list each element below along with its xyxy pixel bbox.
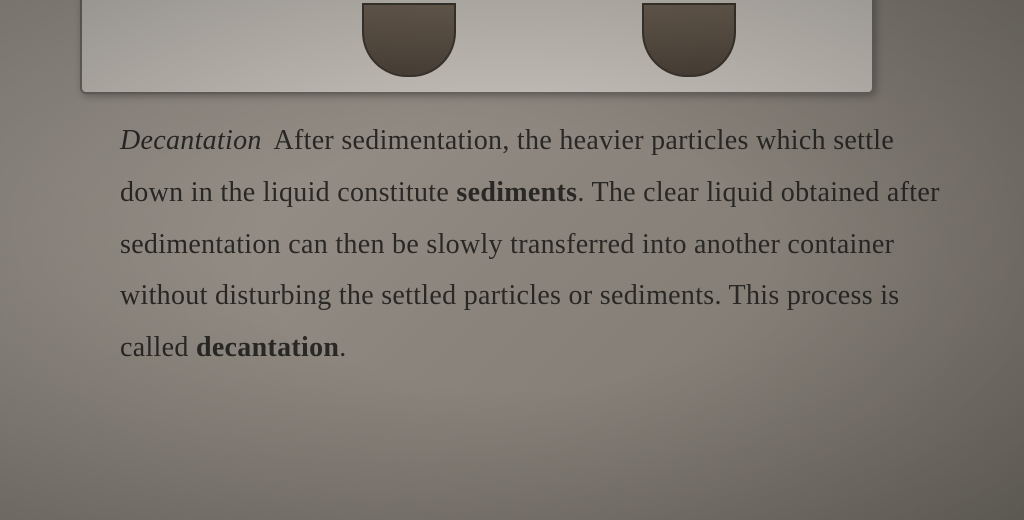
bold-term-decantation: decantation [196, 332, 339, 363]
body-text: . [339, 332, 346, 363]
bold-term-sediments: sediments [456, 177, 577, 208]
run-in-heading: Decantation [120, 125, 262, 156]
beaker-icon [362, 3, 456, 77]
page-surface: Decantation After sedimentation, the hea… [0, 0, 1024, 520]
beaker-icon [642, 3, 736, 77]
figure-frame [80, 0, 874, 94]
body-paragraph: Decantation After sedimentation, the hea… [120, 115, 964, 374]
